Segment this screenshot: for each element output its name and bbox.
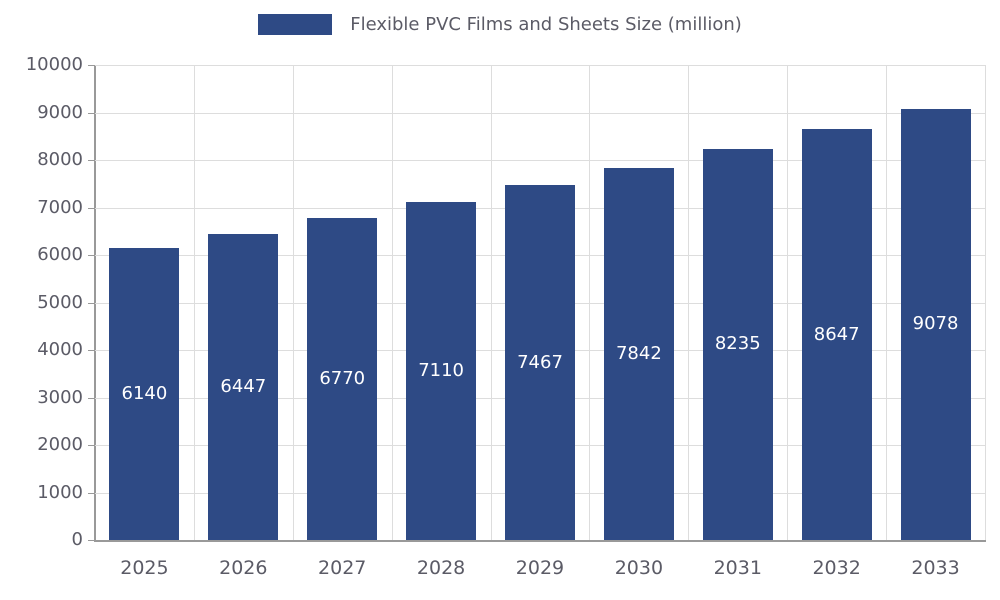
x-axis-line xyxy=(94,540,986,542)
bar: 8235 xyxy=(702,148,773,540)
bar-value-label: 6770 xyxy=(319,368,366,390)
y-axis-tick-label: 4000 xyxy=(37,339,83,360)
horizontal-gridline xyxy=(95,160,985,161)
vertical-gridline xyxy=(490,65,492,540)
y-tick-mark xyxy=(88,255,95,256)
horizontal-gridline xyxy=(95,112,985,114)
x-axis-tick-label: 2033 xyxy=(911,557,960,579)
y-tick-mark xyxy=(88,207,95,209)
bar-value-label: 6140 xyxy=(121,383,168,405)
vertical-gridline xyxy=(292,65,294,540)
bar-value-label: 6447 xyxy=(220,375,267,397)
y-tick-mark xyxy=(88,112,95,114)
bar: 7467 xyxy=(505,185,575,540)
horizontal-gridline xyxy=(95,65,985,66)
x-axis-tick-label: 2028 xyxy=(416,557,466,579)
x-axis-tick-label: 2029 xyxy=(515,557,565,579)
y-axis-tick-label: 3000 xyxy=(37,386,83,408)
x-axis-tick-label: 2027 xyxy=(318,557,367,579)
x-axis-tick-label: 2032 xyxy=(812,557,861,579)
bar: 6447 xyxy=(208,233,279,540)
x-axis-tick-label: 2031 xyxy=(713,557,762,579)
y-axis-tick-label: 1000 xyxy=(37,481,83,503)
bar-value-label: 8647 xyxy=(813,323,860,345)
bar: 9078 xyxy=(900,108,971,540)
y-tick-mark xyxy=(88,492,95,494)
vertical-gridline xyxy=(589,65,591,540)
bar: 7110 xyxy=(406,202,477,540)
bar-value-label: 8235 xyxy=(714,333,761,355)
y-axis-line xyxy=(94,65,96,542)
bar: 7842 xyxy=(603,167,674,540)
y-axis-tick-label: 8000 xyxy=(37,149,83,170)
y-axis-tick-label: 0 xyxy=(71,529,83,550)
bar-value-label: 9078 xyxy=(912,313,959,335)
bar-value-label: 7467 xyxy=(517,351,563,373)
y-tick-mark xyxy=(88,397,95,399)
vertical-gridline xyxy=(193,65,195,540)
x-axis-tick-label: 2025 xyxy=(120,557,169,579)
bar-value-label: 7842 xyxy=(615,342,662,364)
legend-label: Flexible PVC Films and Sheets Size (mill… xyxy=(350,14,742,35)
y-tick-mark xyxy=(88,65,95,66)
y-axis-tick-label: 5000 xyxy=(37,291,83,313)
legend[interactable]: Flexible PVC Films and Sheets Size (mill… xyxy=(0,14,1000,35)
y-tick-mark xyxy=(88,540,95,541)
vertical-gridline xyxy=(391,65,393,540)
x-axis-tick-label: 2026 xyxy=(219,557,268,579)
vertical-gridline xyxy=(787,65,789,540)
y-axis-tick-label: 6000 xyxy=(37,244,83,265)
y-tick-mark xyxy=(88,445,95,446)
legend-swatch-icon xyxy=(258,14,333,35)
y-tick-mark xyxy=(88,302,95,304)
bar-value-label: 7110 xyxy=(418,360,465,382)
y-tick-mark xyxy=(88,350,95,351)
y-axis-tick-label: 10000 xyxy=(25,54,83,75)
y-tick-mark xyxy=(88,160,95,161)
vertical-gridline xyxy=(985,65,986,540)
x-axis-tick-label: 2030 xyxy=(614,557,664,579)
bar: 6770 xyxy=(307,218,378,540)
plot-area: 0 1000 2000 3000 4000 5000 6000 7000 8000 9000 100… xyxy=(26,54,986,579)
y-axis-tick-label: 7000 xyxy=(37,196,83,218)
vertical-gridline xyxy=(688,65,690,540)
vertical-gridline xyxy=(886,65,888,540)
bar: 8647 xyxy=(801,129,872,540)
y-axis-tick-label: 2000 xyxy=(37,434,83,455)
bar: 6140 xyxy=(109,248,180,540)
y-axis-tick-label: 9000 xyxy=(37,101,83,123)
